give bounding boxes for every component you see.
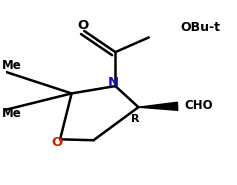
Text: Me: Me xyxy=(2,59,22,72)
Text: N: N xyxy=(108,76,119,89)
Text: CHO: CHO xyxy=(184,99,213,112)
Text: R: R xyxy=(131,114,140,124)
Text: O: O xyxy=(77,19,89,32)
Text: OBu-t: OBu-t xyxy=(180,21,220,34)
Text: O: O xyxy=(51,136,63,149)
Polygon shape xyxy=(138,102,178,110)
Text: Me: Me xyxy=(2,107,22,120)
